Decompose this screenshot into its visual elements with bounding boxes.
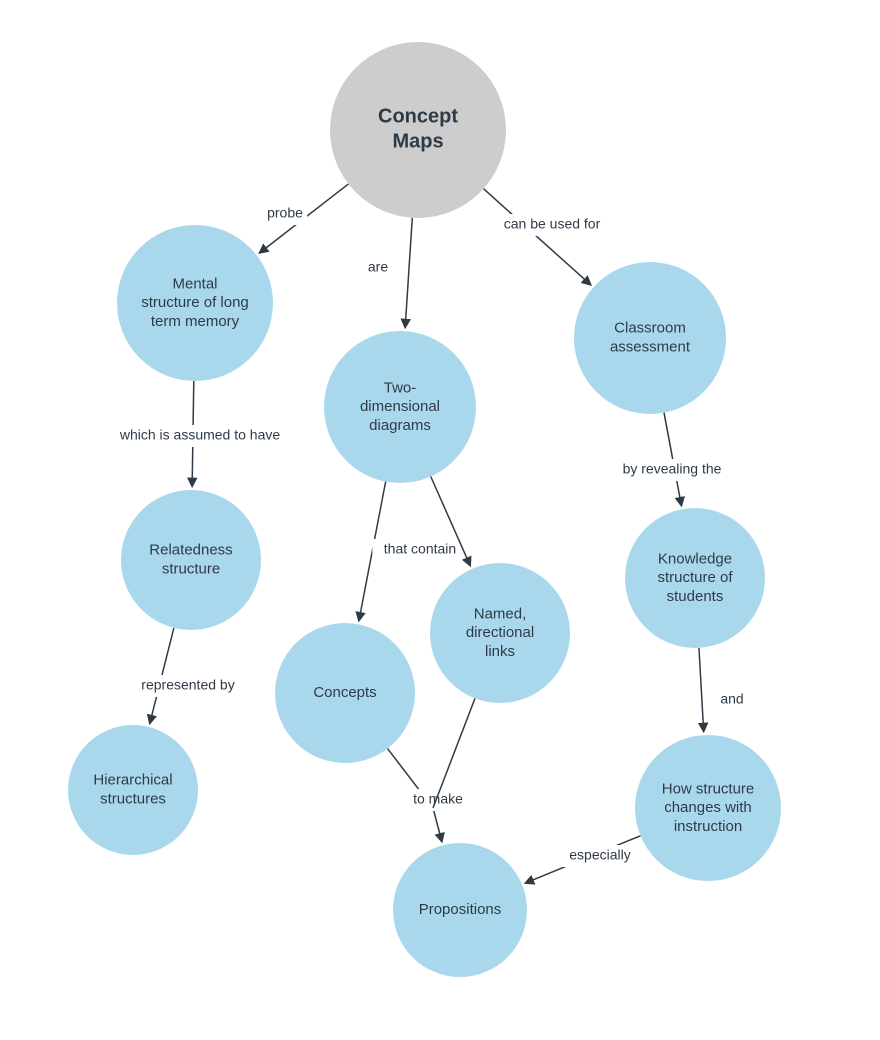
edge-classroom-knowledge (664, 413, 681, 506)
concept-map-canvas: probe are can be used for which is assumed … (0, 0, 880, 1040)
node-root: ConceptMaps (330, 42, 506, 218)
node-classroom: Classroomassessment (574, 262, 726, 414)
node-label: How structurechanges withinstruction (662, 780, 755, 835)
edge-label-mental-relatedness: which is assumed to have (119, 427, 281, 443)
edge-label-relatedness-hier: represented by (141, 677, 234, 693)
edge-root-twod (405, 218, 412, 327)
node-hier: Hierarchicalstructures (68, 725, 198, 855)
edge-merge-prop (433, 808, 442, 841)
edge-label-twod-concepts: that contain (384, 541, 456, 557)
edge-label-howchange-prop: especially (569, 847, 630, 863)
edge-label-classroom-knowledge: by revealing the (623, 461, 722, 477)
node-howchange: How structurechanges withinstruction (635, 735, 781, 881)
edge-root-classroom (484, 189, 591, 285)
edge-label-root-classroom: can be used for (504, 216, 601, 232)
node-prop: Propositions (393, 843, 527, 977)
node-concepts: Concepts (275, 623, 415, 763)
node-label: Concepts (313, 684, 376, 701)
edge-label-knowledge-howchange: and (720, 691, 743, 707)
node-label: Classroomassessment (610, 320, 691, 356)
node-label: Relatednessstructure (149, 542, 232, 578)
node-label: Knowledgestructure ofstudents (657, 550, 733, 605)
edge-label-root-twod: are (368, 259, 388, 275)
node-label: Propositions (419, 901, 502, 918)
node-relatedness: Relatednessstructure (121, 490, 261, 630)
node-label: Hierarchicalstructures (93, 772, 172, 808)
node-knowledge: Knowledgestructure ofstudents (625, 508, 765, 648)
node-named: Named,directionallinks (430, 563, 570, 703)
edge-knowledge-howchange (699, 648, 704, 731)
edge-label-root-mental: probe (267, 205, 303, 221)
node-mental: Mentalstructure of longterm memory (117, 225, 273, 381)
node-twod: Two-dimensionaldiagrams (324, 331, 476, 483)
nodes-layer: ConceptMaps Mentalstructure of longterm m… (68, 42, 781, 977)
